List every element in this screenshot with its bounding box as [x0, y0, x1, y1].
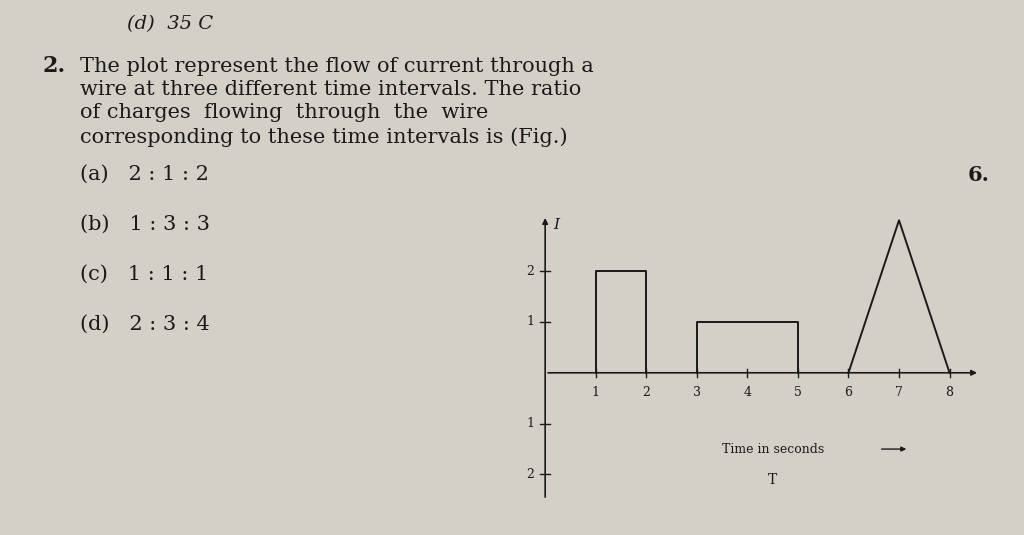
Text: wire at three different time intervals. The ratio: wire at three different time intervals. …	[80, 80, 582, 99]
Text: 4: 4	[743, 386, 752, 399]
Text: 2.: 2.	[42, 55, 66, 77]
Text: corresponding to these time intervals is (Fig.): corresponding to these time intervals is…	[80, 127, 567, 147]
Text: T: T	[768, 472, 777, 486]
Text: 2: 2	[642, 386, 650, 399]
Text: Time in seconds: Time in seconds	[722, 442, 824, 456]
Text: 8: 8	[945, 386, 953, 399]
Text: 6.: 6.	[968, 165, 990, 185]
Text: 6: 6	[845, 386, 852, 399]
Text: (d)   2 : 3 : 4: (d) 2 : 3 : 4	[80, 315, 210, 334]
Text: (b)   1 : 3 : 3: (b) 1 : 3 : 3	[80, 215, 210, 234]
Text: 7: 7	[895, 386, 903, 399]
Text: (d)  35 C: (d) 35 C	[127, 15, 213, 33]
Text: 5: 5	[794, 386, 802, 399]
Text: 3: 3	[693, 386, 700, 399]
Text: 2: 2	[526, 265, 535, 278]
Text: (c)   1 : 1 : 1: (c) 1 : 1 : 1	[80, 265, 208, 284]
Text: 1: 1	[592, 386, 600, 399]
Text: 1: 1	[526, 417, 535, 430]
Text: The plot represent the flow of current through a: The plot represent the flow of current t…	[80, 57, 594, 76]
Text: (a)   2 : 1 : 2: (a) 2 : 1 : 2	[80, 165, 209, 184]
Text: 2: 2	[526, 468, 535, 481]
Text: 1: 1	[526, 316, 535, 328]
Text: I: I	[553, 218, 559, 232]
Text: of charges  flowing  through  the  wire: of charges flowing through the wire	[80, 103, 488, 122]
